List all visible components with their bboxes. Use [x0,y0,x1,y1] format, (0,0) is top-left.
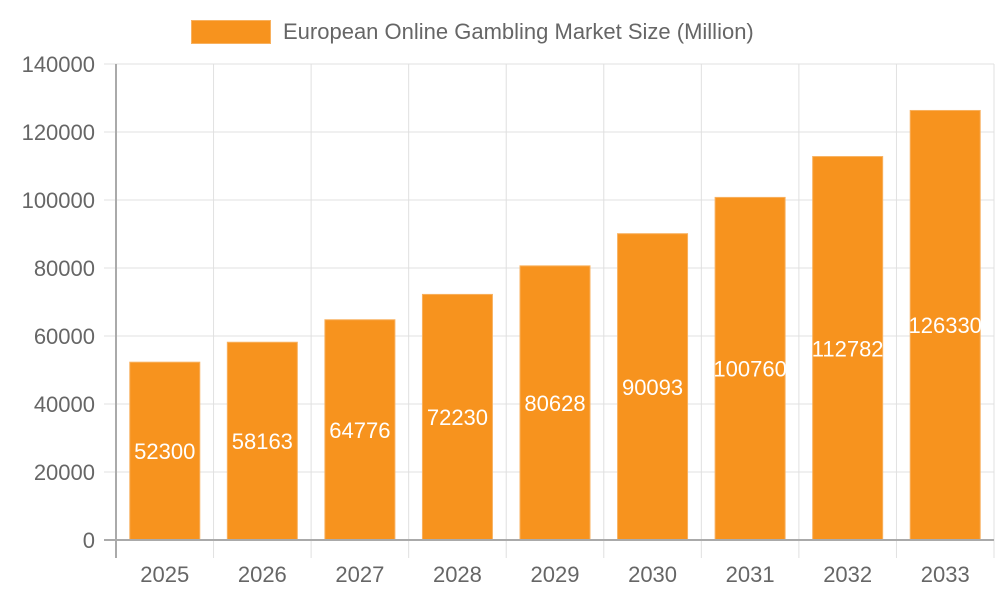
data-label: 52300 [134,439,195,464]
legend-swatch [191,20,271,44]
x-tick-label: 2030 [628,562,677,587]
data-labels: 52300 58163 64776 72230 80628 90093 100760 1127… [134,313,982,464]
y-tick-label: 0 [83,528,95,553]
x-axis-labels: 2025 2026 2027 2028 2029 2030 2031 2032 2033 [140,562,969,587]
x-tick-label: 2033 [921,562,970,587]
axes [104,64,994,558]
data-label: 72230 [427,405,488,430]
y-tick-label: 60000 [34,324,95,349]
y-tick-label: 120000 [22,120,95,145]
bar-2026[interactable] [226,341,298,541]
y-tick-label: 40000 [34,392,95,417]
x-tick-label: 2027 [335,562,384,587]
x-tick-label: 2025 [140,562,189,587]
legend-label: European Online Gambling Market Size (Mi… [283,19,754,44]
x-tick-label: 2026 [238,562,287,587]
bar-2027[interactable] [324,319,396,541]
x-tick-label: 2029 [531,562,580,587]
y-axis-labels: 0 20000 40000 60000 80000 100000 120000 140000 [22,52,95,553]
bar-2030[interactable] [617,233,689,541]
bar-2031[interactable] [714,196,786,541]
legend[interactable]: European Online Gambling Market Size (Mi… [191,19,754,45]
x-tick-label: 2031 [726,562,775,587]
y-tick-label: 80000 [34,256,95,281]
y-tick-label: 20000 [34,460,95,485]
bars [129,109,981,541]
data-label: 80628 [524,391,585,416]
data-label: 64776 [329,418,390,443]
bar-2025[interactable] [129,361,201,541]
data-label: 126330 [909,313,982,338]
x-tick-label: 2028 [433,562,482,587]
bar-2033[interactable] [909,109,981,541]
y-tick-label: 140000 [22,52,95,77]
bar-2032[interactable] [812,156,884,541]
bar-2028[interactable] [421,293,493,541]
x-tick-label: 2032 [823,562,872,587]
data-label: 112782 [812,336,884,361]
y-tick-label: 100000 [22,188,95,213]
data-label: 58163 [232,429,293,454]
data-label: 100760 [713,357,786,382]
data-label: 90093 [622,375,683,400]
